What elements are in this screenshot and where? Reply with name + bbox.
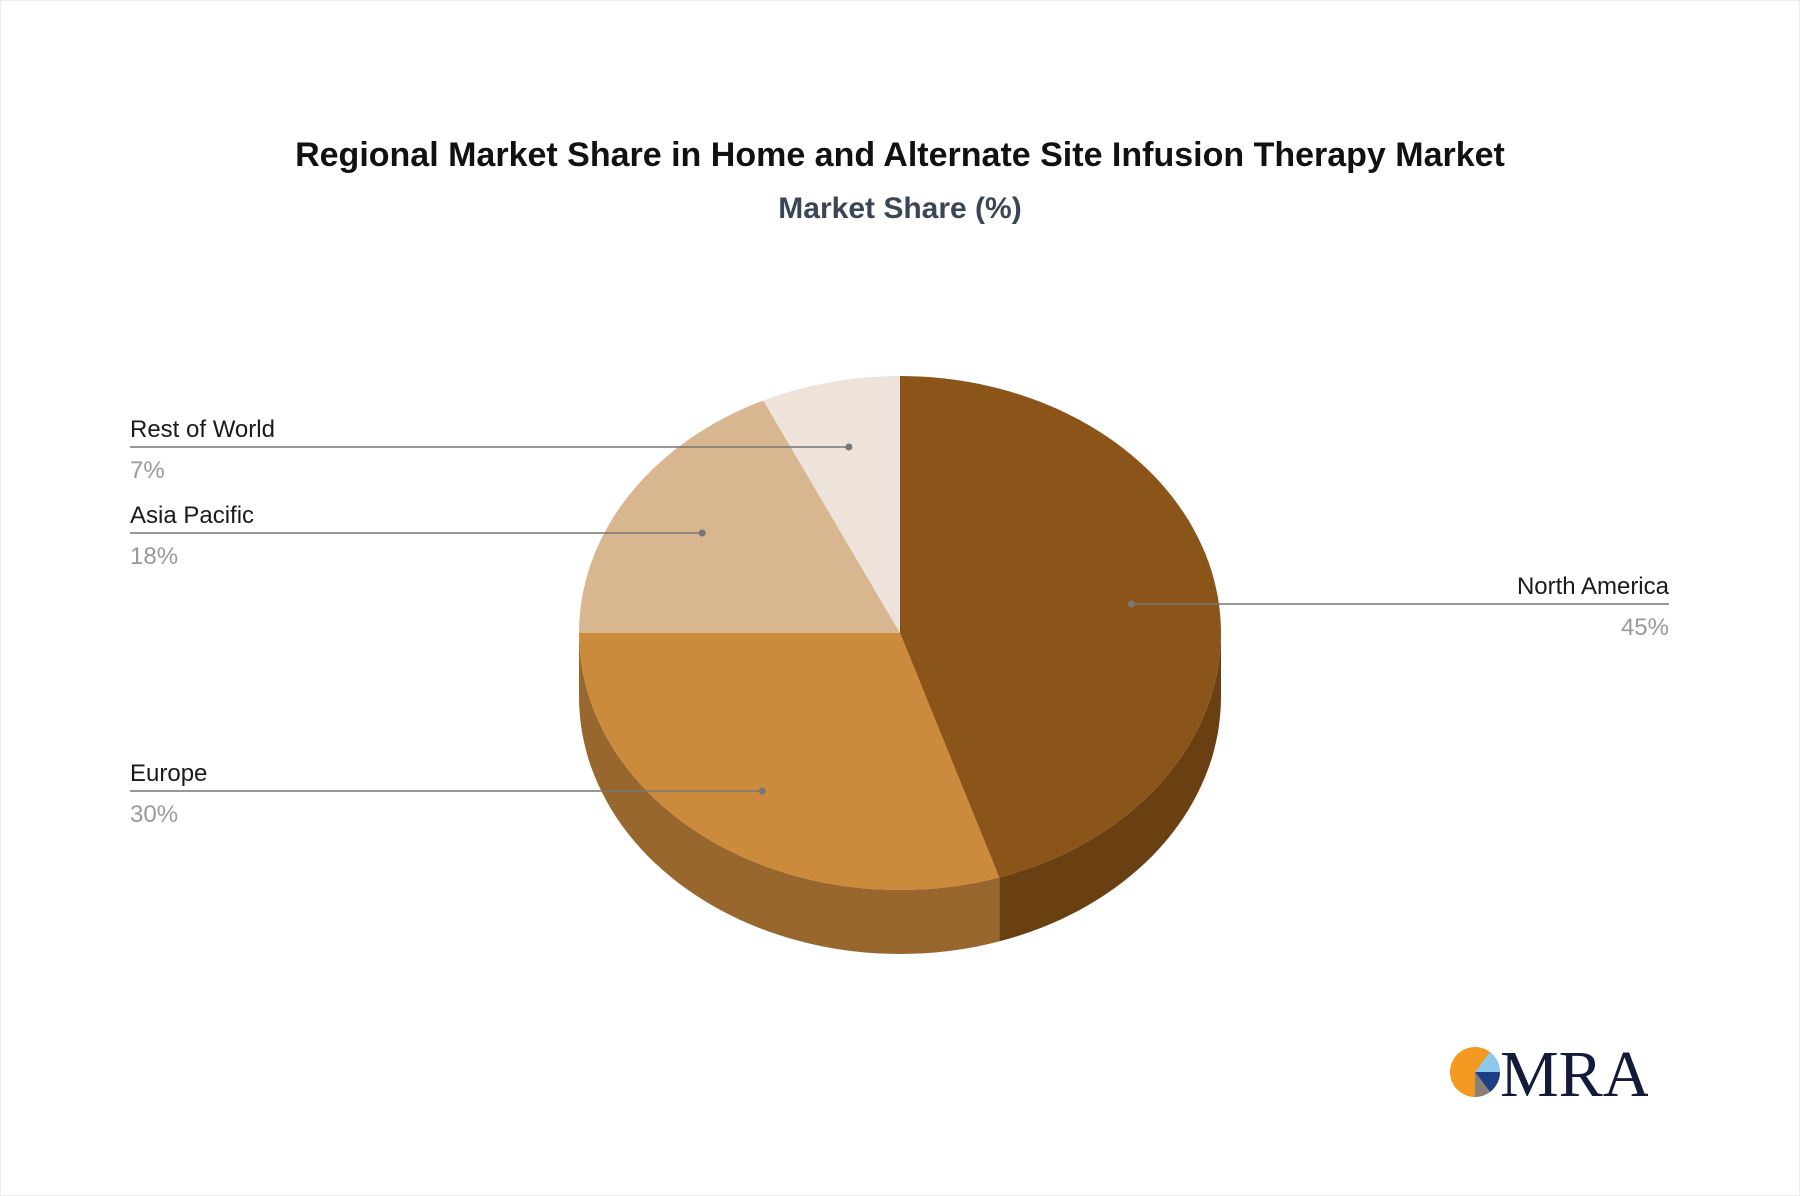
slice-label-europe: Europe [130, 760, 207, 787]
slice-value-north-america: 45% [1621, 614, 1669, 641]
slice-label-rest-of-world: Rest of World [130, 416, 275, 443]
pie-slice-rest-of-world[interactable] [763, 376, 900, 633]
pie-side-europe [579, 633, 1000, 954]
chart-subtitle: Market Share (%) [778, 192, 1022, 225]
pie-side-north-america [999, 633, 1221, 942]
slice-value-europe: 30% [130, 801, 178, 828]
pie-slice-asia-pacific[interactable] [579, 400, 900, 634]
chart-title: Regional Market Share in Home and Altern… [295, 136, 1505, 174]
leader-dot-europe [758, 787, 766, 795]
mra-logo: MRA [1450, 1040, 1648, 1110]
slice-value-asia-pacific: 18% [130, 543, 178, 570]
slice-label-asia-pacific: Asia Pacific [130, 502, 254, 529]
pie-slice-north-america[interactable] [900, 376, 1221, 878]
pie-slice-europe[interactable] [579, 633, 1000, 890]
slice-label-north-america: North America [1517, 573, 1670, 600]
leader-dot-north-america [1127, 600, 1135, 608]
slice-value-rest-of-world: 7% [130, 457, 165, 484]
leader-dot-asia-pacific [698, 529, 706, 537]
logo-text: MRA [1500, 1040, 1648, 1110]
leader-dot-rest-of-world [845, 443, 853, 451]
